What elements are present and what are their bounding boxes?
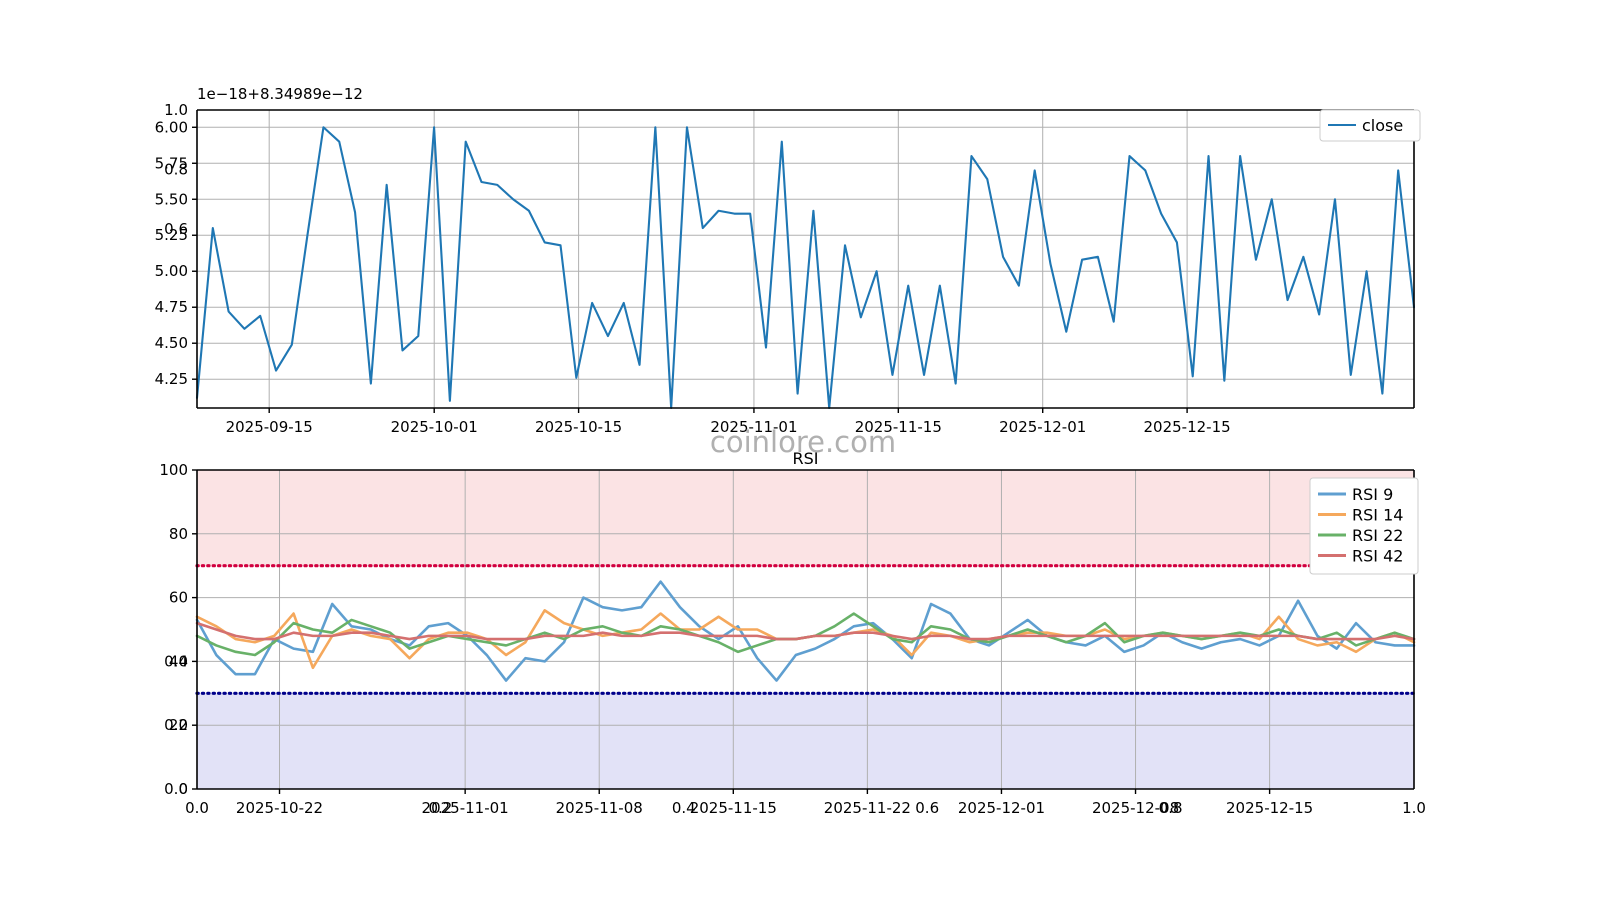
price-y-axis-labels: 6.00 5.75 5.50 5.25 5.00 4.75 4.50 4.25 [155, 118, 197, 388]
y-tick-label: 6.00 [155, 118, 188, 136]
y-tick-label: 5.00 [155, 262, 188, 280]
x-tick-label-secondary: 0.0 [185, 799, 209, 817]
x-tick-label: 2025-11-15 [855, 418, 942, 436]
rsi-x-axis-secondary-labels: 0.0 0.2 0.4 0.6 0.8 1.0 [185, 799, 1426, 817]
rsi-bands [197, 470, 1414, 789]
y-tick-label: 5.25 [155, 226, 188, 244]
x-tick-label: 2025-12-08 [1092, 799, 1179, 817]
y-tick-label-secondary: 0.6 [164, 220, 188, 238]
x-tick-label: 2025-12-01 [999, 418, 1086, 436]
x-tick-label: 2025-10-01 [391, 418, 478, 436]
x-tick-label: 2025-11-08 [556, 799, 643, 817]
x-tick-label: 2025-11-01 [422, 799, 509, 817]
y-tick-label: 4.25 [155, 370, 188, 388]
rsi-threshold-lines [195, 564, 1416, 695]
rsi-panel-title: RSI [793, 449, 819, 468]
x-tick-label: 2025-11-01 [710, 418, 797, 436]
y-tick-label: 40 [169, 652, 188, 670]
x-tick-label: 2025-11-15 [690, 799, 777, 817]
x-tick-label: 2025-12-15 [1226, 799, 1313, 817]
y-tick-label-secondary: 0.8 [164, 161, 188, 179]
rsi-axis-spines [196, 469, 1415, 790]
oversold-band [197, 693, 1414, 789]
legend-label-rsi-42: RSI 42 [1352, 547, 1403, 566]
x-tick-label-secondary: 0.4 [672, 799, 696, 817]
x-tick-label-secondary: 1.0 [1402, 799, 1426, 817]
y-tick-label-secondary: 0.2 [164, 716, 188, 734]
x-tick-label: 2025-09-15 [226, 418, 313, 436]
price-panel: 6.00 5.75 5.50 5.25 5.00 4.75 4.50 4.25 1.0 0.8 0.… [155, 85, 1421, 436]
y-tick-label-secondary: 1.0 [164, 101, 188, 119]
legend-label-rsi-14: RSI 14 [1352, 506, 1403, 525]
price-plot-background [197, 110, 1414, 408]
rsi-x-axis-labels: 2025-10-22 2025-11-01 2025-11-08 2025-11-15… [236, 789, 1313, 817]
close-line [195, 126, 1416, 410]
y-tick-label: 5.75 [155, 154, 188, 172]
rsi-y-axis-secondary-labels: 0.4 0.2 0.0 [164, 652, 188, 798]
x-tick-label: 2025-10-15 [535, 418, 622, 436]
x-tick-label: 2025-12-01 [958, 799, 1045, 817]
watermark-text: coinlore.com [710, 425, 896, 459]
price-x-axis-labels: 2025-09-15 2025-10-01 2025-10-15 2025-11-01… [226, 408, 1231, 436]
x-tick-label: 2025-11-22 [824, 799, 911, 817]
x-tick-label-secondary: 0.8 [1159, 799, 1183, 817]
y-tick-label-secondary: 0.0 [164, 780, 188, 798]
y-tick-label: 20 [169, 716, 188, 734]
legend-box [1319, 109, 1421, 142]
y-tick-label: 5.50 [155, 190, 188, 208]
y-tick-label: 4.75 [155, 298, 188, 316]
x-tick-label-secondary: 0.6 [915, 799, 939, 817]
y-tick-label: 0 [178, 780, 188, 798]
overbought-band [197, 470, 1414, 566]
price-axis-offset-label: 1e−18+8.34989e−12 [197, 85, 363, 103]
x-tick-label-secondary: 0.2 [428, 799, 452, 817]
legend-label-close: close [1362, 116, 1403, 135]
y-tick-label: 80 [169, 525, 188, 543]
x-tick-label: 2025-10-22 [236, 799, 323, 817]
price-y-axis-secondary-labels: 1.0 0.8 0.6 [164, 101, 188, 238]
price-axis-spines [196, 109, 1415, 409]
y-tick-label: 60 [169, 589, 188, 607]
watermark: coinlore.com [710, 425, 896, 459]
legend-label-rsi-22: RSI 22 [1352, 526, 1403, 545]
y-tick-label-secondary: 0.4 [164, 652, 188, 670]
rsi-series [195, 580, 1416, 682]
y-tick-label: 100 [159, 461, 188, 479]
y-tick-label: 4.50 [155, 334, 188, 352]
rsi-y-axis-labels: 100 80 60 40 20 0 [159, 461, 197, 798]
legend-label-rsi-9: RSI 9 [1352, 485, 1393, 504]
x-tick-label: 2025-12-15 [1144, 418, 1231, 436]
legend-box [1309, 477, 1419, 575]
rsi-line-rsi-42 [195, 621, 1416, 641]
price-legend[interactable]: close [1319, 109, 1421, 142]
close-series [195, 126, 1416, 410]
